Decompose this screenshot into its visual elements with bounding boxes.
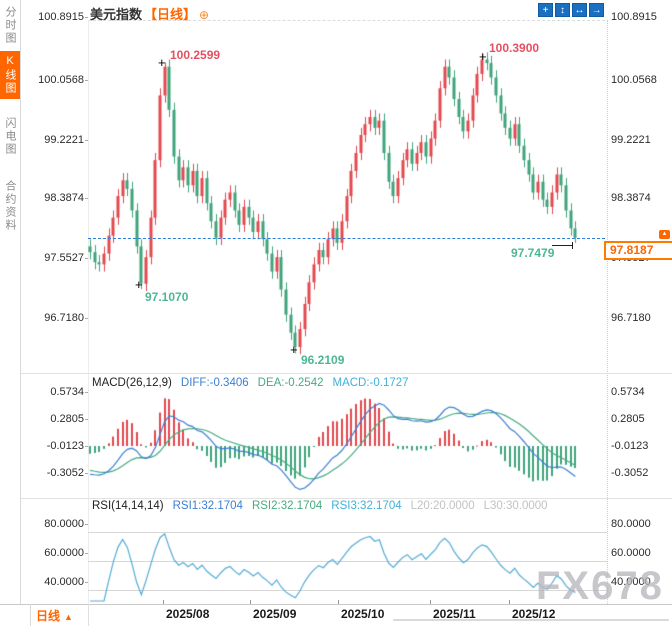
macd-axis-label: -0.3052 [611, 467, 649, 479]
axis-tick [85, 392, 88, 393]
last-price-line [88, 238, 605, 239]
last-low-marker [552, 245, 573, 246]
sidebar-item-time-chart[interactable]: 分时图 [0, 1, 20, 49]
macd-header: MACD(26,12,9) DIFF:-0.3406 DEA:-0.2542 MACD… [92, 377, 418, 389]
macd-axis-label: -0.0123 [46, 440, 84, 452]
annotation-last-low: 97.7479 [511, 246, 555, 260]
macd-macd-value: MACD:-0.1727 [332, 377, 409, 389]
sidebar-item-kline-chart[interactable]: K线图 [0, 51, 20, 99]
time-axis-label: 2025/10 [341, 607, 385, 621]
macd-axis-label: -0.0123 [611, 440, 649, 452]
axis-tick [85, 553, 88, 554]
price-axis-label: 97.5527 [44, 252, 84, 264]
period-selector-label: 日线 [36, 609, 61, 623]
annotation-low1: 97.1070 [145, 290, 189, 304]
axis-tick [85, 198, 88, 199]
rsi-axis-label: 80.0000 [611, 518, 651, 530]
period-selector[interactable]: 日线 ▲ [36, 607, 73, 624]
axis-tick [85, 140, 88, 141]
sidebar-item-lightning-chart[interactable]: 闪电图 [0, 105, 20, 167]
time-axis-label: 2025/11 [433, 607, 476, 621]
axis-tick [85, 258, 88, 259]
chart-title: 美元指数 【日线】 ⊕ [90, 4, 209, 23]
axis-tick [85, 446, 88, 447]
low2-marker: + [290, 342, 298, 357]
symbol-name: 美元指数 [90, 7, 143, 22]
high1-marker: + [158, 55, 166, 70]
rsi-header: RSI(14,14,14) RSI1:32.1704 RSI2:32.1704 RSI… [92, 500, 557, 512]
rsi-axis-label: 40.0000 [44, 576, 84, 588]
horizontal-scrollbar[interactable] [393, 619, 669, 621]
axis-tick [85, 582, 88, 583]
axis-tick [85, 17, 88, 18]
rsi-l30-value: L30:30.0000 [483, 500, 548, 512]
axis-tick [85, 524, 88, 525]
price-axis-label: 98.3874 [611, 192, 651, 204]
rsi-axis-label: 60.0000 [44, 547, 84, 559]
price-axis-label: 100.8915 [611, 11, 657, 23]
macd-axis-label: -0.3052 [46, 467, 84, 479]
rsi-params-label: RSI(14,14,14) [92, 500, 164, 512]
period-selector-arrow-icon: ▲ [64, 612, 73, 622]
macd-params-label: MACD(26,12,9) [92, 377, 172, 389]
sidebar-item-contract-info[interactable]: 合约资料 [0, 172, 20, 240]
price-axis-label: 99.2221 [611, 134, 651, 146]
bottom-bar-divider2 [88, 604, 89, 626]
crosshair-icon[interactable]: + [538, 3, 553, 17]
macd-axis-label: 0.2805 [611, 413, 645, 425]
period-tag: 【日线】 [144, 7, 197, 22]
price-axis-label: 96.7180 [611, 312, 651, 324]
annotation-low2: 96.2109 [301, 353, 345, 367]
scale-x-icon[interactable]: ↔ [572, 3, 587, 17]
macd-panel-divider [21, 373, 672, 374]
low1-marker: + [135, 277, 143, 292]
add-indicator-icon[interactable]: ⊕ [199, 8, 210, 22]
axis-tick [85, 80, 88, 81]
candlestick-chart-canvas[interactable] [88, 20, 607, 373]
price-axis-label: 100.8915 [38, 11, 84, 23]
annotation-high1: 100.2599 [170, 48, 221, 62]
axis-tick [85, 318, 88, 319]
last-price-box: 97.8187 [604, 241, 672, 260]
macd-chart-canvas[interactable] [88, 374, 607, 498]
price-axis-label: 100.0568 [38, 74, 84, 86]
rsi3-value: RSI3:32.1704 [331, 500, 402, 512]
plot-right-border [607, 20, 608, 604]
annotation-high2: 100.3900 [489, 41, 540, 55]
bottom-bar-divider1 [30, 604, 31, 626]
rsi-l20-value: L20:20.0000 [410, 500, 475, 512]
macd-diff-value: DIFF:-0.3406 [180, 377, 249, 389]
axis-tick [85, 419, 88, 420]
rsi-axis-label: 80.0000 [44, 518, 84, 530]
last-low-marker-tick [572, 242, 573, 249]
scale-y-icon[interactable]: ↕ [555, 3, 570, 17]
sidebar-divider [20, 0, 21, 604]
exit-chart-icon[interactable]: → [589, 3, 604, 17]
rsi-panel-divider [21, 498, 672, 499]
rsi-axis-label: 60.0000 [611, 547, 651, 559]
macd-axis-label: 0.2805 [50, 413, 84, 425]
price-axis-label: 98.3874 [44, 192, 84, 204]
macd-axis-label: 0.5734 [50, 386, 84, 398]
high2-marker: + [479, 49, 487, 64]
price-axis-label: 100.0568 [611, 74, 657, 86]
time-axis-label: 2025/12 [512, 607, 556, 621]
price-axis-label: 99.2221 [44, 134, 84, 146]
rsi-chart-canvas[interactable] [88, 500, 607, 604]
macd-dea-value: DEA:-0.2542 [257, 377, 324, 389]
rsi2-value: RSI2:32.1704 [251, 500, 323, 512]
time-axis-label: 2025/08 [166, 607, 210, 621]
fx678-watermark: FX678 [536, 564, 664, 608]
axis-tick [85, 473, 88, 474]
price-axis-label: 96.7180 [44, 312, 84, 324]
rsi-axis-label: 40.0000 [611, 576, 651, 588]
time-axis-label: 2025/09 [253, 607, 297, 621]
macd-axis-label: 0.5734 [611, 386, 645, 398]
rsi1-value: RSI1:32.1704 [172, 500, 243, 512]
price-alert-icon[interactable]: ▲ [659, 230, 670, 239]
chart-toolbar: + ↕ ↔ → [538, 3, 604, 17]
